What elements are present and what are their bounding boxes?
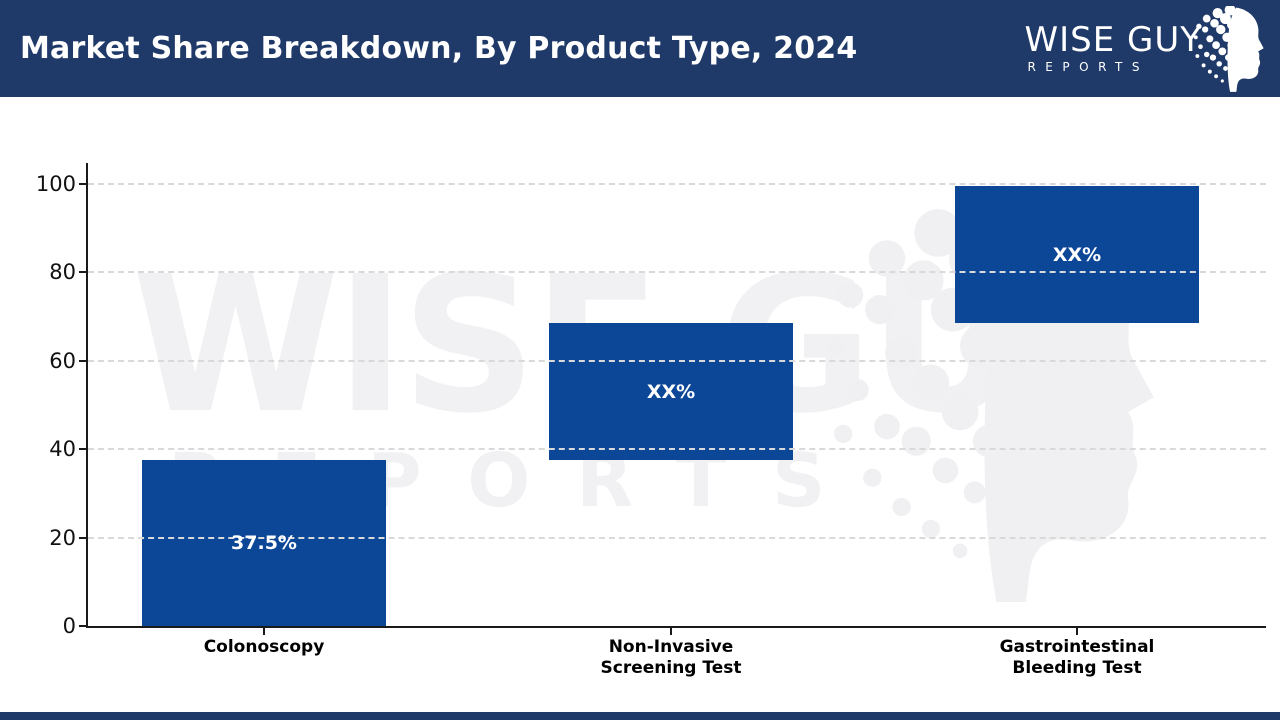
bar (142, 460, 386, 626)
category-label: Gastrointestinal Bleeding Test (999, 637, 1155, 679)
y-tick-label: 40 (49, 437, 76, 462)
page-title: Market Share Breakdown, By Product Type,… (20, 31, 858, 66)
y-axis-line (86, 163, 88, 627)
app-header: Market Share Breakdown, By Product Type,… (0, 0, 1280, 97)
brand-logo: WISE GUY REPORTS (1024, 5, 1266, 92)
x-tick-mark (263, 628, 265, 635)
footer-bar (0, 712, 1280, 720)
bar-value-label: 37.5% (231, 532, 297, 555)
y-tick-mark (79, 625, 87, 627)
gridline (88, 271, 1266, 274)
face-profile-icon (1193, 5, 1264, 92)
y-tick-mark (79, 359, 87, 362)
bar-value-label: XX% (1052, 243, 1102, 266)
y-tick-mark (79, 271, 87, 274)
gridline (88, 448, 1266, 451)
gridline (88, 536, 1266, 539)
gridline (88, 183, 1266, 185)
bar-value-label: XX% (646, 380, 696, 403)
bar (549, 323, 793, 461)
y-tick-label: 0 (62, 614, 76, 638)
category-label: Colonoscopy (203, 637, 325, 657)
y-tick-label: 80 (49, 260, 76, 285)
y-tick-mark (79, 183, 87, 185)
category-label: Non-Invasive Screening Test (600, 637, 742, 679)
y-tick-mark (79, 448, 87, 451)
x-axis-line (86, 626, 1266, 628)
y-tick-label: 20 (49, 525, 76, 550)
y-tick-mark (79, 536, 87, 539)
y-tick-label: 60 (49, 348, 76, 373)
x-tick-mark (670, 628, 672, 635)
y-tick-label: 100 (35, 172, 76, 196)
x-tick-mark (1076, 628, 1078, 635)
gridline (88, 359, 1266, 362)
brand-subname: REPORTS (1027, 60, 1149, 74)
brand-name: WISE GUY (1024, 20, 1202, 60)
brand-logo-text: WISE GUY REPORTS (1024, 23, 1202, 74)
chart-area: 0 20 40 60 80 100 37.5% Colonoscopy XX% Non-Invas… (0, 97, 1280, 712)
